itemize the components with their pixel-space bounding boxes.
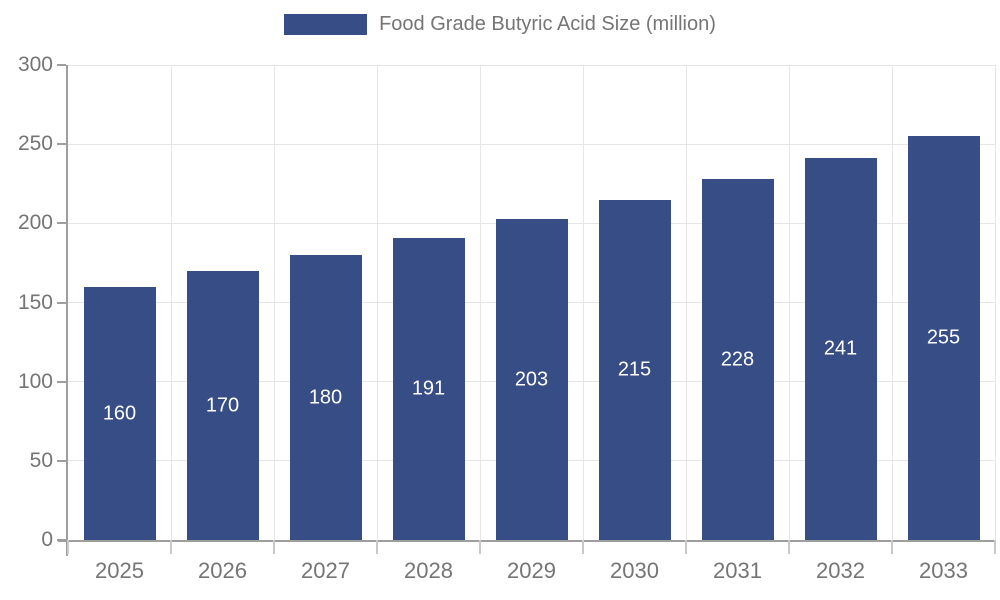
y-axis-tick <box>57 301 66 304</box>
gridline-vertical <box>170 65 172 540</box>
y-axis-tick <box>57 64 66 66</box>
y-axis-tick <box>57 459 66 462</box>
x-tick-label: 2027 <box>301 558 350 583</box>
bar-2027: 180 <box>289 255 362 540</box>
x-axis-tick <box>479 540 481 554</box>
plot-area: 160 170 180 191 203 215 228 241 255 <box>57 64 996 556</box>
x-axis-tick <box>376 540 378 554</box>
bar-value-label: 228 <box>720 348 755 370</box>
gridline-vertical <box>891 65 893 540</box>
x-axis-tick <box>685 540 687 554</box>
x-tick-label: 2028 <box>404 558 453 583</box>
bar-2030: 215 <box>598 200 671 540</box>
x-tick-label: 2032 <box>816 558 865 583</box>
gridline-vertical <box>479 65 481 540</box>
gridline-horizontal <box>68 64 995 66</box>
gridline-vertical <box>582 65 584 540</box>
y-tick-label: 200 <box>17 211 53 235</box>
x-axis-line <box>58 540 995 542</box>
bar-value-label: 180 <box>308 386 343 408</box>
x-tick-label: 2031 <box>713 558 762 583</box>
y-axis-tick <box>57 143 66 146</box>
gridline-vertical <box>788 65 790 540</box>
legend-item[interactable]: Food Grade Butyric Acid Size (million) <box>0 14 1000 35</box>
x-tick-label: 2025 <box>95 558 144 583</box>
gridline-vertical <box>685 65 687 540</box>
y-axis-line <box>66 65 68 556</box>
y-tick-label: 100 <box>17 369 53 393</box>
bar-2031: 228 <box>701 179 774 540</box>
x-tick-label: 2026 <box>198 558 247 583</box>
y-axis-tick <box>57 222 66 225</box>
bar-2025: 160 <box>83 287 156 540</box>
x-axis-tick <box>273 540 275 554</box>
gridline-vertical <box>376 65 378 540</box>
y-tick-label: 300 <box>17 53 53 76</box>
y-axis-tick <box>57 539 66 541</box>
x-tick-label: 2030 <box>610 558 659 583</box>
bar-value-label: 241 <box>823 337 858 360</box>
bar-value-label: 203 <box>514 368 549 390</box>
x-axis-tick <box>788 540 790 554</box>
y-tick-label: 0 <box>41 528 53 551</box>
bar-2032: 241 <box>804 158 877 540</box>
legend-label: Food Grade Butyric Acid Size (million) <box>379 13 716 35</box>
y-tick-label: 150 <box>17 290 53 314</box>
x-axis-tick <box>891 540 893 554</box>
bar-value-label: 191 <box>411 377 446 400</box>
y-tick-label: 250 <box>17 132 53 156</box>
gridline-vertical <box>994 65 996 540</box>
gridline-vertical <box>273 65 275 540</box>
y-axis-tick <box>57 380 66 383</box>
x-axis-tick <box>67 540 69 554</box>
y-tick-label: 50 <box>29 448 53 472</box>
bar-2033: 255 <box>907 136 980 540</box>
gridline-horizontal <box>68 143 995 145</box>
bar-value-label: 170 <box>205 394 240 416</box>
bar-value-label: 215 <box>617 358 652 381</box>
x-axis-tick <box>170 540 172 554</box>
bar-value-label: 255 <box>926 326 961 349</box>
x-tick-label: 2029 <box>507 558 556 583</box>
bar-2029: 203 <box>495 219 568 540</box>
legend-swatch-icon <box>284 14 368 35</box>
bar-2026: 170 <box>186 271 259 540</box>
bar-value-label: 160 <box>102 402 137 424</box>
x-axis-tick <box>994 540 996 554</box>
x-axis-tick <box>582 540 584 554</box>
x-tick-label: 2033 <box>919 558 968 583</box>
bar-2028: 191 <box>392 238 465 540</box>
